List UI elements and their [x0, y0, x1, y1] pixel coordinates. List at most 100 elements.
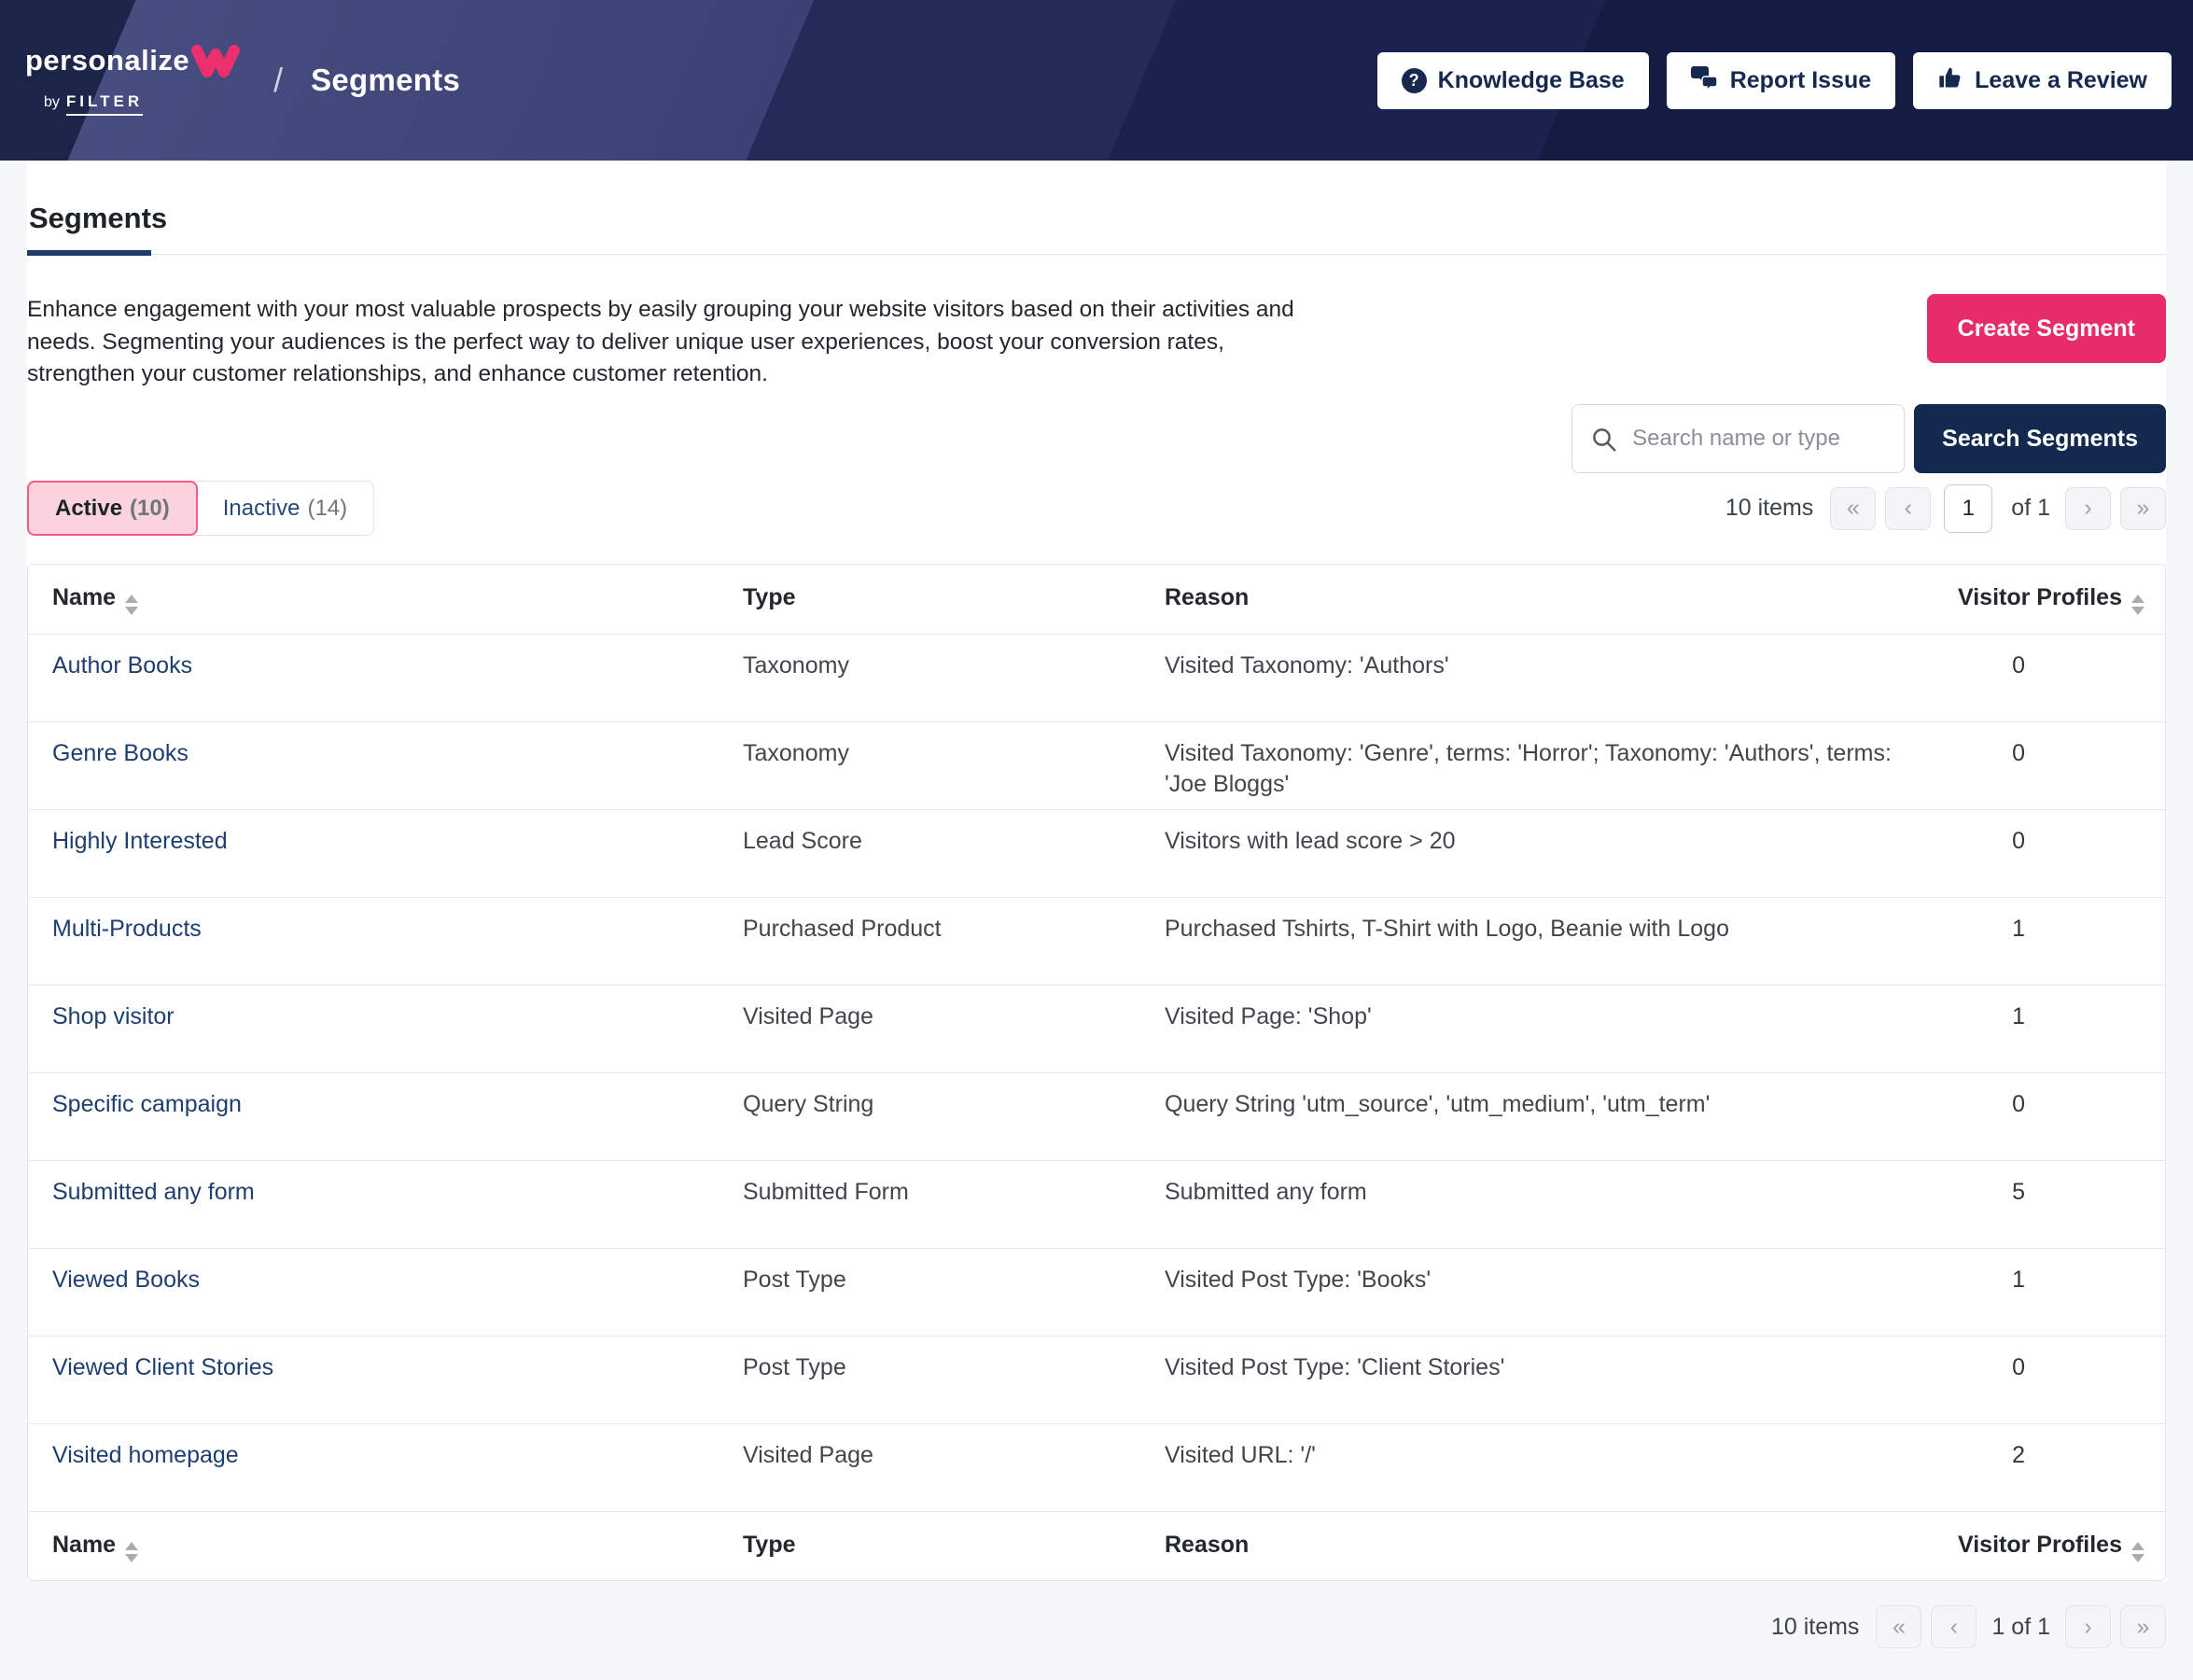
table-row: Submitted any form Submitted Form Submit… [28, 1160, 2165, 1248]
segment-name-link[interactable]: Shop visitor [52, 1002, 175, 1029]
table-row: Shop visitor Visited Page Visited Page: … [28, 985, 2165, 1072]
tab-active-label: Active [55, 495, 123, 521]
sort-icon[interactable] [2131, 595, 2144, 615]
knowledge-base-button[interactable]: ? Knowledge Base [1376, 51, 1649, 109]
top-pagination: 10 items « ‹ of 1 › » [1725, 483, 2166, 533]
leave-review-label: Leave a Review [1975, 66, 2147, 93]
table-row: Author Books Taxonomy Visited Taxonomy: … [28, 634, 2165, 721]
page-title: Segments [29, 202, 168, 234]
status-tabs: Active (10) Inactive (14) [27, 481, 375, 536]
segment-profiles-cell: 0 [2012, 827, 2025, 854]
table-body: Author Books Taxonomy Visited Taxonomy: … [28, 634, 2165, 1511]
segment-profiles-cell: 0 [2012, 739, 2025, 766]
header-name[interactable]: Name [28, 565, 743, 634]
table-row: Viewed Client Stories Post Type Visited … [28, 1336, 2165, 1423]
footer-header-reason: Reason [1165, 1531, 1250, 1558]
segment-type-cell: Visited Page [743, 1002, 873, 1029]
prev-page-button[interactable]: ‹ [1885, 486, 1932, 530]
segment-type-cell: Submitted Form [743, 1178, 909, 1205]
tab-inactive-label: Inactive [222, 495, 300, 521]
segment-type-cell: Post Type [743, 1266, 846, 1293]
segment-name-link[interactable]: Highly Interested [52, 827, 228, 854]
page-of-label: 1 of 1 [1991, 1613, 2050, 1640]
segment-name-link[interactable]: Specific campaign [52, 1090, 242, 1117]
top-banner: personalize by FILTER / Segments ? Knowl… [0, 0, 2193, 161]
segment-name-link[interactable]: Viewed Client Stories [52, 1353, 274, 1380]
page-description: Enhance engagement with your most valuab… [27, 297, 1294, 386]
knowledge-base-label: Knowledge Base [1437, 66, 1625, 93]
segment-profiles-cell: 1 [2012, 1266, 2025, 1293]
tab-inactive-count: (14) [307, 495, 348, 521]
segment-type-cell: Purchased Product [743, 915, 942, 942]
segment-reason-cell: Submitted any form [1165, 1178, 1367, 1205]
segment-type-cell: Post Type [743, 1353, 846, 1380]
table-footer-row: Name Type Reason Visitor Profiles [28, 1511, 2165, 1580]
table-row: Visited homepage Visited Page Visited UR… [28, 1423, 2165, 1511]
prev-page-button[interactable]: ‹ [1931, 1605, 1977, 1648]
bottom-pagination: 10 items « ‹ 1 of 1 › » [1771, 1605, 2166, 1648]
logo-byline-prefix: by [44, 93, 60, 110]
segment-profiles-cell: 1 [2012, 1002, 2025, 1029]
logo-wordmark: personalize [25, 43, 190, 77]
segment-reason-cell: Visitors with lead score > 20 [1165, 827, 1456, 854]
search-icon [1590, 426, 1618, 458]
segment-reason-cell: Visited URL: '/' [1165, 1441, 1316, 1468]
tab-inactive[interactable]: Inactive (14) [191, 481, 375, 536]
segment-reason-cell: Visited Post Type: 'Books' [1165, 1266, 1432, 1293]
first-page-button[interactable]: « [1876, 1605, 1922, 1648]
report-issue-label: Report Issue [1729, 66, 1872, 93]
active-title-underline [27, 250, 151, 256]
table-row: Multi-Products Purchased Product Purchas… [28, 897, 2165, 985]
next-page-button[interactable]: › [2065, 486, 2111, 530]
first-page-button[interactable]: « [1830, 486, 1877, 530]
sort-icon[interactable] [125, 595, 139, 615]
page-number-input[interactable] [1944, 483, 1993, 533]
segment-type-cell: Lead Score [743, 827, 862, 854]
logo-byline-brand: FILTER [65, 92, 144, 116]
segment-type-cell: Visited Page [743, 1441, 873, 1468]
report-issue-button[interactable]: Report Issue [1666, 51, 1896, 109]
segment-name-link[interactable]: Genre Books [52, 739, 189, 766]
breadcrumb-title: Segments [311, 63, 461, 97]
header-visitor-profiles[interactable]: Visitor Profiles [1893, 565, 2165, 634]
tab-active-count: (10) [130, 495, 170, 521]
segment-reason-cell: Purchased Tshirts, T-Shirt with Logo, Be… [1165, 915, 1729, 942]
search-input[interactable] [1571, 404, 1906, 473]
segment-profiles-cell: 0 [2012, 651, 2025, 679]
segment-type-cell: Taxonomy [743, 739, 849, 766]
chat-bubbles-icon [1690, 64, 1719, 97]
segment-reason-cell: Visited Page: 'Shop' [1165, 1002, 1372, 1029]
segment-name-link[interactable]: Author Books [52, 651, 193, 679]
tab-active[interactable]: Active (10) [27, 481, 198, 536]
create-segment-button[interactable]: Create Segment [1926, 294, 2166, 363]
sort-icon[interactable] [2131, 1541, 2144, 1562]
segment-reason-cell: Visited Post Type: 'Client Stories' [1165, 1353, 1505, 1380]
title-divider [27, 250, 2166, 256]
footer-header-visitor-profiles[interactable]: Visitor Profiles [1893, 1511, 2165, 1580]
page-of-label: of 1 [2011, 495, 2050, 521]
question-circle-icon: ? [1401, 67, 1427, 93]
header-reason: Reason [1165, 584, 1250, 610]
main-content: Segments Enhance engagement with your mo… [27, 161, 2166, 1581]
last-page-button[interactable]: » [2120, 1605, 2166, 1648]
segment-name-link[interactable]: Multi-Products [52, 915, 202, 942]
footer-header-name[interactable]: Name [28, 1511, 743, 1580]
segment-type-cell: Taxonomy [743, 651, 849, 679]
last-page-button[interactable]: » [2120, 486, 2166, 530]
search-segments-button[interactable]: Search Segments [1914, 404, 2166, 473]
footer-header-type: Type [743, 1531, 796, 1558]
logo-w-icon [191, 40, 241, 86]
items-count-label: 10 items [1770, 1613, 1860, 1640]
segment-name-link[interactable]: Visited homepage [52, 1441, 239, 1468]
leave-review-button[interactable]: Leave a Review [1913, 51, 2172, 109]
next-page-button[interactable]: › [2065, 1605, 2111, 1648]
segment-profiles-cell: 1 [2012, 915, 2025, 942]
segment-name-link[interactable]: Viewed Books [52, 1266, 200, 1293]
segment-profiles-cell: 0 [2012, 1353, 2025, 1380]
segment-name-link[interactable]: Submitted any form [52, 1178, 255, 1205]
sort-icon[interactable] [125, 1541, 139, 1562]
items-count-label: 10 items [1725, 495, 1814, 521]
segment-type-cell: Query String [743, 1090, 874, 1117]
table-row: Specific campaign Query String Query Str… [28, 1072, 2165, 1160]
segments-table: Name Type Reason Visitor Profiles Author… [27, 564, 2166, 1581]
